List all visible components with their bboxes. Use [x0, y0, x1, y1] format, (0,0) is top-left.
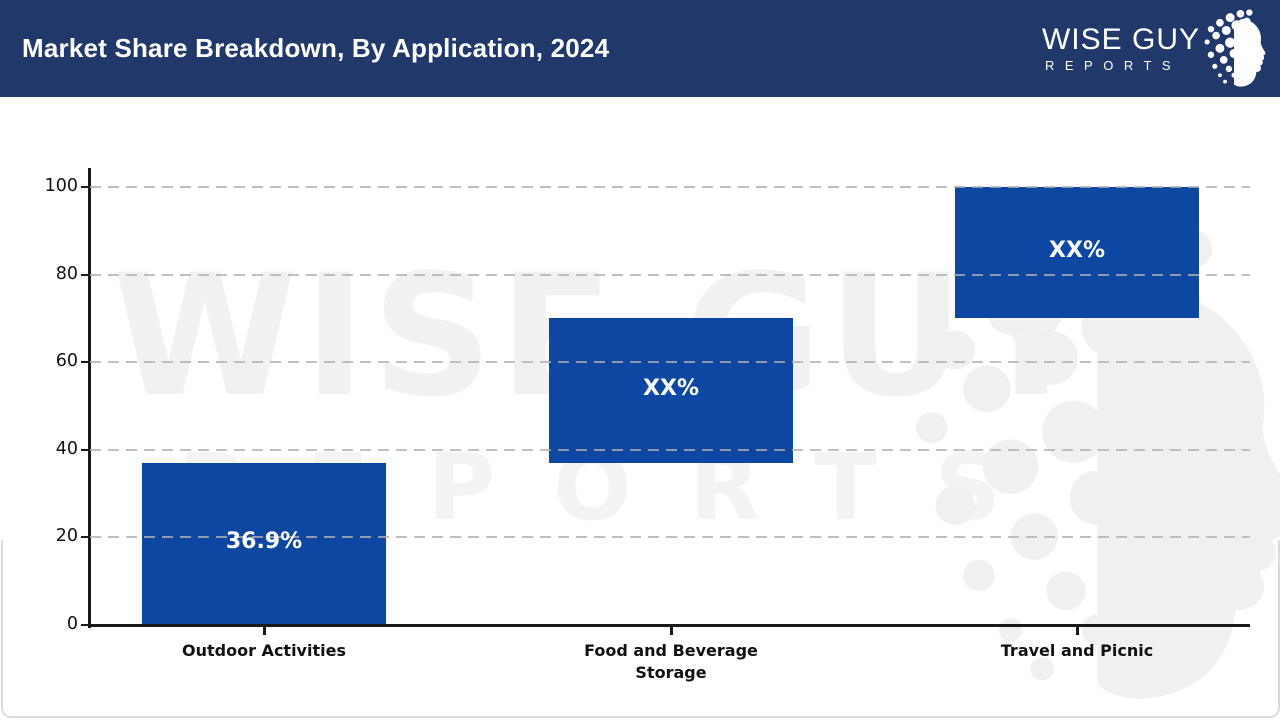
category-label: Travel and Picnic — [1000, 641, 1154, 660]
logo-reports-label: REPORTS — [1044, 58, 1182, 73]
y-tick-mark — [81, 186, 89, 188]
wiseguy-face-icon — [1202, 7, 1266, 91]
y-tick-label: 60 — [55, 351, 78, 372]
logo-wise-guy-label: WISE GUY — [1041, 23, 1200, 56]
bar-value-label: 36.9% — [225, 529, 303, 555]
y-tick-mark — [81, 361, 89, 364]
wiseguy-logo-text: WISE GUY REPORTS — [1041, 23, 1200, 73]
bar — [142, 463, 386, 625]
header-bar: Market Share Breakdown, By Application, … — [0, 0, 1280, 97]
wiseguy-logo: WISE GUY REPORTS — [1042, 0, 1280, 97]
y-tick-label: 40 — [55, 438, 78, 459]
y-tick-mark — [81, 273, 89, 276]
gridline — [90, 361, 1250, 364]
gridline — [90, 536, 1250, 539]
y-axis-line — [88, 168, 91, 628]
x-tick-mark — [669, 625, 673, 635]
bar-value-label: XX% — [1049, 237, 1105, 263]
card-border — [1, 540, 1280, 718]
y-tick-label: 80 — [55, 263, 78, 284]
category-label: Outdoor Activities — [182, 641, 346, 660]
x-axis-line — [88, 624, 1250, 627]
gridline — [90, 273, 1250, 276]
bar — [549, 318, 793, 464]
y-tick-label: 100 — [44, 176, 78, 196]
y-tick-mark — [81, 624, 89, 626]
y-tick-mark — [81, 448, 89, 451]
bar — [955, 187, 1199, 319]
gridline — [90, 448, 1250, 451]
category-label: Food and Beverage Storage — [584, 641, 758, 682]
y-tick-mark — [81, 536, 89, 539]
bar-value-label: XX% — [643, 375, 699, 401]
x-tick-mark — [262, 625, 266, 635]
x-tick-mark — [1075, 625, 1079, 635]
y-tick-label: 0 — [66, 614, 78, 634]
page-title: Market Share Breakdown, By Application, … — [22, 33, 610, 63]
y-tick-label: 20 — [55, 526, 78, 547]
gridline — [90, 186, 1250, 188]
